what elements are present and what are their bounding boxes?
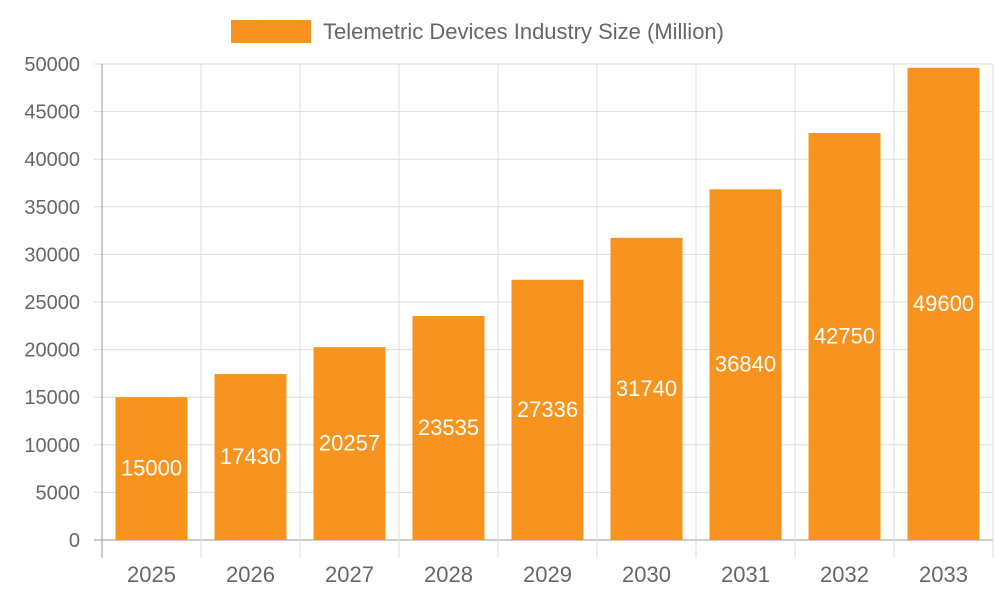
y-tick-label: 10000: [24, 435, 80, 457]
y-tick-label: 25000: [24, 292, 80, 314]
data-label: 42750: [814, 324, 875, 349]
data-label: 49600: [913, 291, 974, 316]
bar: [115, 397, 188, 540]
data-labels: 15000 17430 20257 23535 27336 31740 36840 42750…: [121, 291, 974, 481]
x-tick-label: 2028: [424, 562, 473, 587]
bar: [610, 237, 683, 540]
x-tick-label: 2033: [919, 562, 968, 587]
legend-swatch: [231, 20, 311, 43]
data-label: 15000: [121, 456, 182, 481]
x-tick-label: 2029: [523, 562, 572, 587]
x-tick-label: 2025: [127, 562, 176, 587]
bar: [808, 133, 881, 540]
y-tick-label: 40000: [24, 149, 80, 171]
bar: [313, 347, 386, 540]
bar: [412, 315, 485, 540]
data-label: 31740: [616, 376, 677, 401]
bar: [511, 279, 584, 540]
x-tick-label: 2030: [622, 562, 671, 587]
data-label: 23535: [418, 415, 479, 440]
y-tick-label: 45000: [24, 102, 80, 124]
data-label: 20257: [319, 431, 380, 456]
bar: [709, 189, 782, 540]
legend[interactable]: Telemetric Devices Industry Size (Millio…: [231, 19, 724, 44]
y-tick-label: 50000: [24, 54, 80, 76]
y-axis: 0 5000 10000 15000 20000 25000 30000 35000 40000…: [24, 54, 80, 552]
data-label: 36840: [715, 352, 776, 377]
data-label: 27336: [517, 397, 578, 422]
y-tick-label: 0: [69, 530, 80, 552]
x-tick-label: 2026: [226, 562, 275, 587]
bar: [214, 374, 287, 540]
x-axis: 2025 2026 2027 2028 2029 2030 2031 2032 2033: [127, 562, 968, 587]
y-tick-label: 30000: [24, 244, 80, 266]
y-tick-label: 20000: [24, 340, 80, 362]
bar: [907, 67, 980, 541]
y-tick-label: 5000: [36, 482, 81, 504]
bars: [115, 67, 980, 541]
x-tick-label: 2027: [325, 562, 374, 587]
x-tick-label: 2032: [820, 562, 869, 587]
x-tick-label: 2031: [721, 562, 770, 587]
legend-label: Telemetric Devices Industry Size (Millio…: [323, 19, 724, 44]
data-label: 17430: [220, 444, 281, 469]
y-tick-label: 15000: [24, 387, 80, 409]
y-tick-label: 35000: [24, 197, 80, 219]
